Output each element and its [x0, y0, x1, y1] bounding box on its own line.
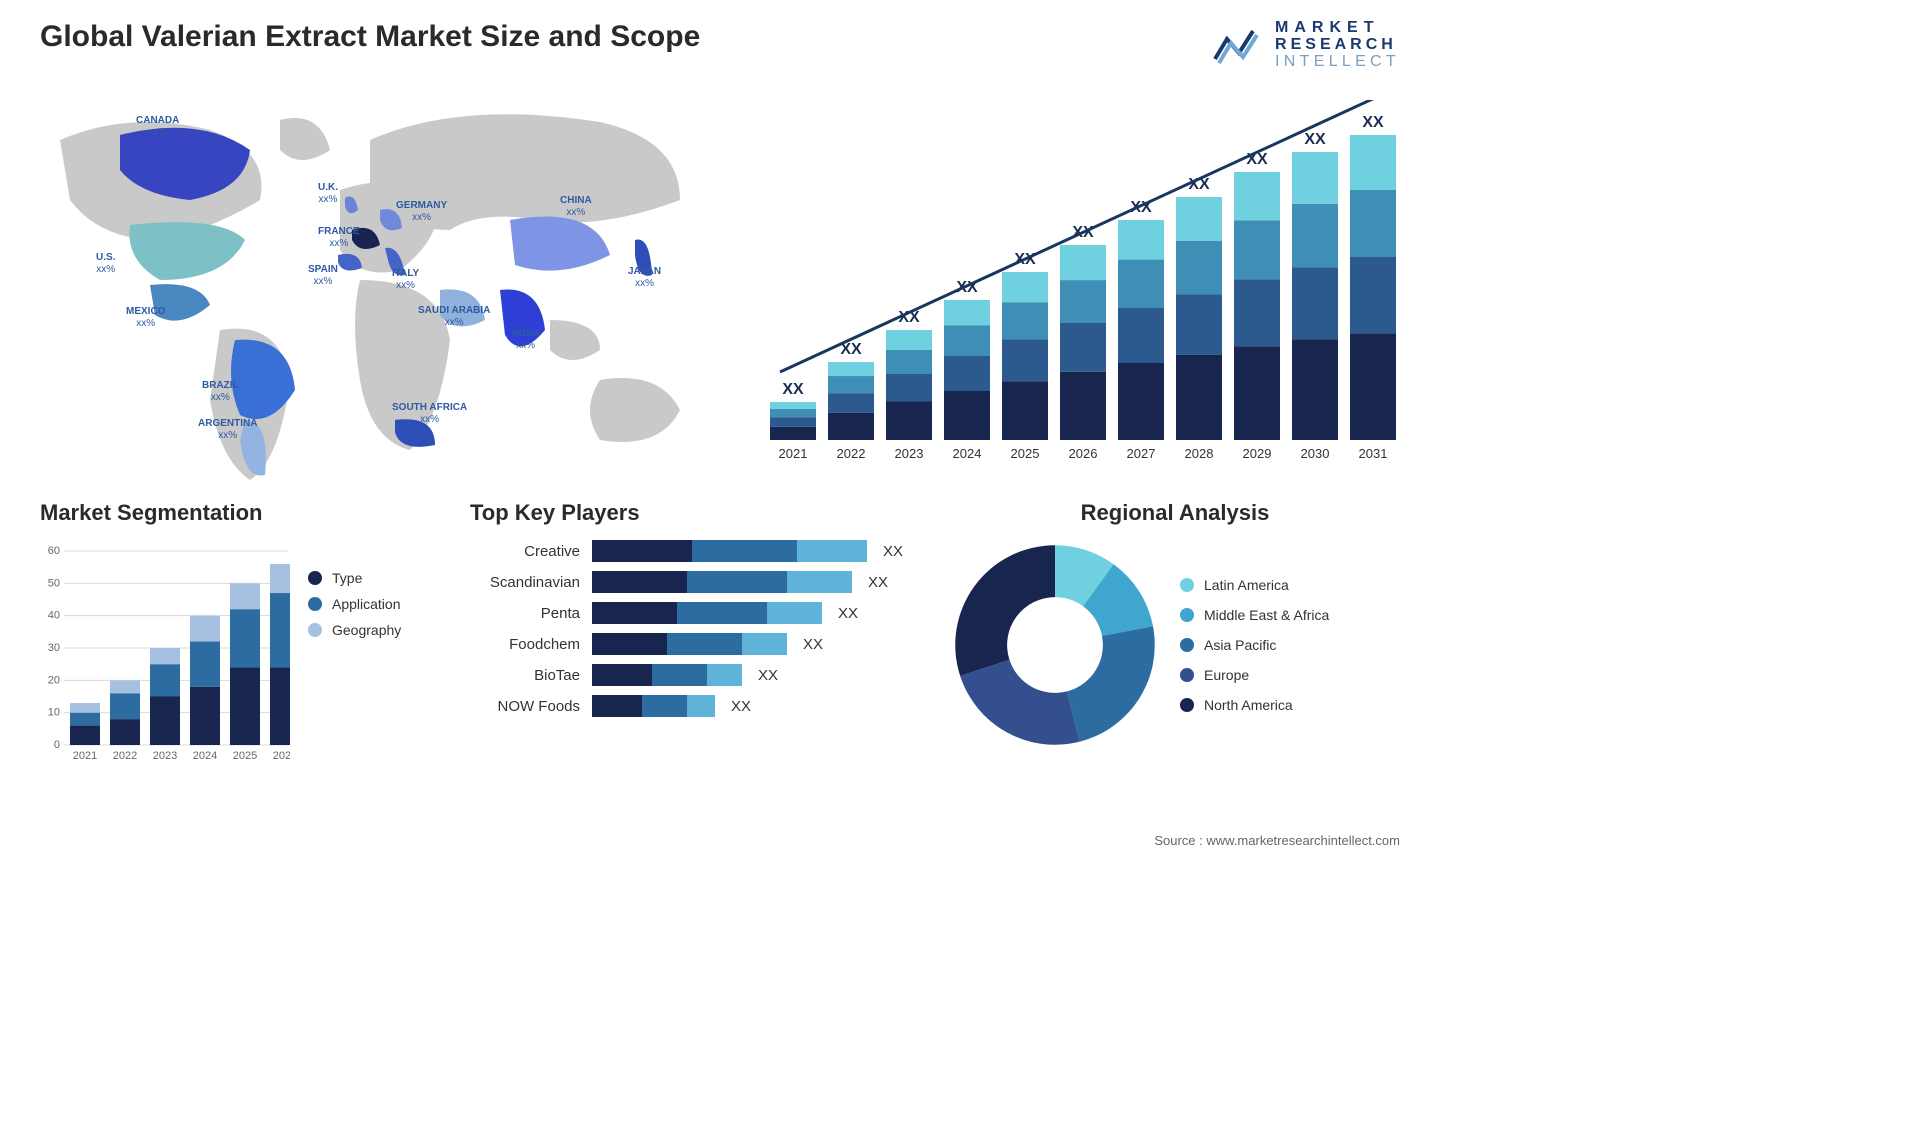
svg-text:XX: XX [1362, 114, 1384, 131]
player-row: Creative XX [470, 540, 920, 562]
map-label-brazil: BRAZILxx% [202, 380, 239, 403]
svg-text:2029: 2029 [1243, 446, 1272, 461]
player-value: XX [731, 698, 751, 715]
map-label-italy: ITALYxx% [392, 268, 419, 291]
map-label-south-africa: SOUTH AFRICAxx% [392, 402, 467, 425]
brand-logo: MARKET RESEARCH INTELLECT [1213, 20, 1400, 70]
svg-text:2021: 2021 [779, 446, 808, 461]
world-map: CANADAxx% U.S.xx% MEXICOxx% BRAZILxx% ARGENT… [40, 80, 720, 480]
map-label-france: FRANCExx% [318, 226, 360, 249]
players-panel: Top Key Players Creative XX Scandinavian XX… [470, 500, 920, 770]
svg-text:30: 30 [48, 642, 60, 654]
svg-text:2023: 2023 [153, 750, 177, 762]
svg-text:40: 40 [48, 610, 60, 622]
player-bar [592, 540, 867, 562]
map-label-u-k-: U.K.xx% [318, 182, 338, 205]
map-label-japan: JAPANxx% [628, 266, 661, 289]
map-label-canada: CANADAxx% [136, 115, 179, 138]
players-title: Top Key Players [470, 500, 920, 526]
player-bar [592, 695, 715, 717]
player-row: Foodchem XX [470, 633, 920, 655]
segmentation-chart: 0 10 20 30 40 50 60 2021 2022 2023 2024 2025 2026 [40, 540, 290, 770]
map-label-germany: GERMANYxx% [396, 200, 447, 223]
segmentation-legend-item: Application [308, 596, 401, 612]
map-label-u-s-: U.S.xx% [96, 252, 115, 275]
player-value: XX [803, 636, 823, 653]
player-value: XX [758, 667, 778, 684]
regional-donut [950, 540, 1160, 750]
players-list: Creative XX Scandinavian XX Penta XX Foodchem X… [470, 540, 920, 717]
segmentation-legend-item: Geography [308, 622, 401, 638]
svg-text:2022: 2022 [837, 446, 866, 461]
player-label: BioTae [470, 667, 580, 684]
logo-line1: MARKET [1275, 20, 1400, 37]
player-row: Penta XX [470, 602, 920, 624]
map-label-mexico: MEXICOxx% [126, 306, 165, 329]
segmentation-title: Market Segmentation [40, 500, 440, 526]
svg-text:10: 10 [48, 707, 60, 719]
map-label-saudi-arabia: SAUDI ARABIAxx% [418, 305, 490, 328]
logo-icon [1213, 25, 1267, 65]
svg-text:2031: 2031 [1359, 446, 1388, 461]
player-label: Penta [470, 605, 580, 622]
player-row: Scandinavian XX [470, 571, 920, 593]
map-label-argentina: ARGENTINAxx% [198, 418, 257, 441]
regional-legend-item: Middle East & Africa [1180, 607, 1329, 623]
svg-text:2022: 2022 [113, 750, 137, 762]
player-bar [592, 571, 852, 593]
player-bar [592, 602, 822, 624]
map-label-india: INDIAxx% [512, 328, 539, 351]
player-bar [592, 633, 787, 655]
svg-text:2025: 2025 [1011, 446, 1040, 461]
svg-text:2030: 2030 [1301, 446, 1330, 461]
regional-panel: Regional Analysis Latin America Middle Ea… [950, 500, 1400, 770]
svg-text:0: 0 [54, 739, 60, 751]
segmentation-panel: Market Segmentation 0 10 20 30 40 50 60 2021 202… [40, 500, 440, 770]
player-value: XX [868, 574, 888, 591]
player-bar [592, 664, 742, 686]
player-label: Foodchem [470, 636, 580, 653]
svg-text:2026: 2026 [1069, 446, 1098, 461]
svg-text:60: 60 [48, 545, 60, 557]
svg-text:2024: 2024 [953, 446, 982, 461]
player-row: BioTae XX [470, 664, 920, 686]
regional-legend-item: Latin America [1180, 577, 1329, 593]
player-label: Creative [470, 543, 580, 560]
player-value: XX [838, 605, 858, 622]
map-label-spain: SPAINxx% [308, 264, 338, 287]
svg-text:2021: 2021 [73, 750, 97, 762]
segmentation-legend-item: Type [308, 570, 401, 586]
regional-title: Regional Analysis [950, 500, 1400, 526]
svg-text:2028: 2028 [1185, 446, 1214, 461]
svg-text:2027: 2027 [1127, 446, 1156, 461]
svg-text:50: 50 [48, 578, 60, 590]
regional-legend-item: Asia Pacific [1180, 637, 1329, 653]
svg-text:XX: XX [782, 381, 804, 398]
player-label: Scandinavian [470, 574, 580, 591]
source-text: Source : www.marketresearchintellect.com [1154, 833, 1400, 848]
svg-text:XX: XX [1304, 131, 1326, 148]
player-label: NOW Foods [470, 698, 580, 715]
regional-legend-item: Europe [1180, 667, 1329, 683]
svg-text:20: 20 [48, 675, 60, 687]
market-size-bar-chart: XX2021XX2022XX2023XX2024XX2025XX2026XX20… [760, 100, 1400, 480]
regional-legend-item: North America [1180, 697, 1329, 713]
svg-text:2025: 2025 [233, 750, 257, 762]
page-title: Global Valerian Extract Market Size and … [40, 20, 700, 54]
logo-line2: RESEARCH [1275, 37, 1400, 54]
svg-text:2023: 2023 [895, 446, 924, 461]
player-row: NOW Foods XX [470, 695, 920, 717]
segmentation-legend: Type Application Geography [308, 570, 401, 638]
regional-legend: Latin America Middle East & Africa Asia Pa… [1180, 577, 1329, 713]
svg-text:2026: 2026 [273, 750, 290, 762]
player-value: XX [883, 543, 903, 560]
map-label-china: CHINAxx% [560, 195, 592, 218]
logo-line3: INTELLECT [1275, 54, 1400, 71]
svg-text:2024: 2024 [193, 750, 217, 762]
